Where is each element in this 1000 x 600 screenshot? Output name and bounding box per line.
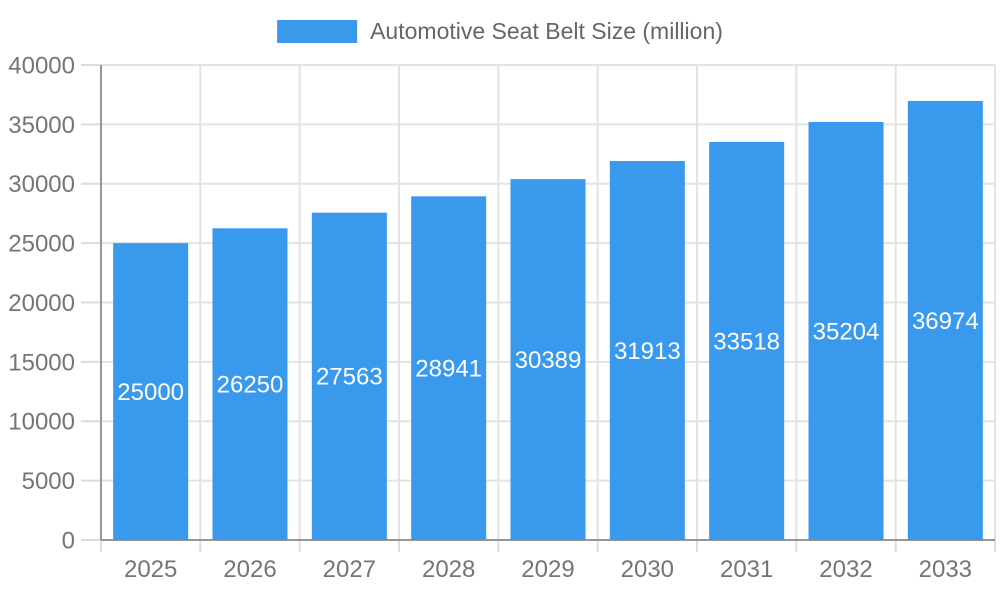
- bar-value-label: 36974: [912, 308, 979, 335]
- bar[interactable]: [510, 179, 586, 541]
- bar-value-label: 25000: [117, 379, 184, 406]
- bar[interactable]: [411, 196, 487, 540]
- x-axis-tick-label: 2030: [621, 556, 674, 583]
- legend-label: Automotive Seat Belt Size (million): [370, 18, 723, 44]
- y-axis-tick-label: 35000: [8, 112, 75, 139]
- x-axis-tick-label: 2032: [819, 556, 872, 583]
- x-axis-tick-label: 2028: [422, 556, 475, 583]
- bar[interactable]: [709, 141, 785, 540]
- legend-swatch: [277, 20, 358, 43]
- y-axis-tick-label: 10000: [8, 409, 75, 436]
- x-axis-tick-label: 2025: [124, 556, 177, 583]
- y-axis-tick-label: 25000: [8, 231, 75, 258]
- bar[interactable]: [907, 100, 983, 540]
- bar-value-label: 31913: [614, 338, 681, 365]
- legend-item[interactable]: Automotive Seat Belt Size (million): [277, 18, 723, 45]
- bar[interactable]: [212, 228, 288, 540]
- bar[interactable]: [311, 212, 387, 540]
- bar-value-label: 26250: [217, 372, 284, 399]
- bar-value-label: 30389: [515, 347, 582, 374]
- y-axis-tick-label: 15000: [8, 349, 75, 376]
- y-axis-tick-label: 0: [62, 527, 75, 554]
- x-axis-tick-label: 2029: [521, 556, 574, 583]
- bar-value-label: 35204: [813, 318, 880, 345]
- y-axis-tick-label: 40000: [8, 52, 75, 79]
- x-axis-tick-label: 2027: [323, 556, 376, 583]
- bar[interactable]: [808, 121, 884, 540]
- y-axis-tick-label: 30000: [8, 171, 75, 198]
- bar-value-label: 28941: [415, 356, 482, 383]
- bar[interactable]: [113, 243, 189, 540]
- y-axis-tick-label: 20000: [8, 290, 75, 317]
- x-axis-tick-label: 2033: [919, 556, 972, 583]
- y-axis-tick-label: 5000: [22, 468, 75, 495]
- bar-value-label: 33518: [713, 328, 780, 355]
- x-axis-tick-label: 2026: [223, 556, 276, 583]
- bar[interactable]: [609, 161, 685, 540]
- x-axis-tick-label: 2031: [720, 556, 773, 583]
- bar-value-label: 27563: [316, 364, 383, 391]
